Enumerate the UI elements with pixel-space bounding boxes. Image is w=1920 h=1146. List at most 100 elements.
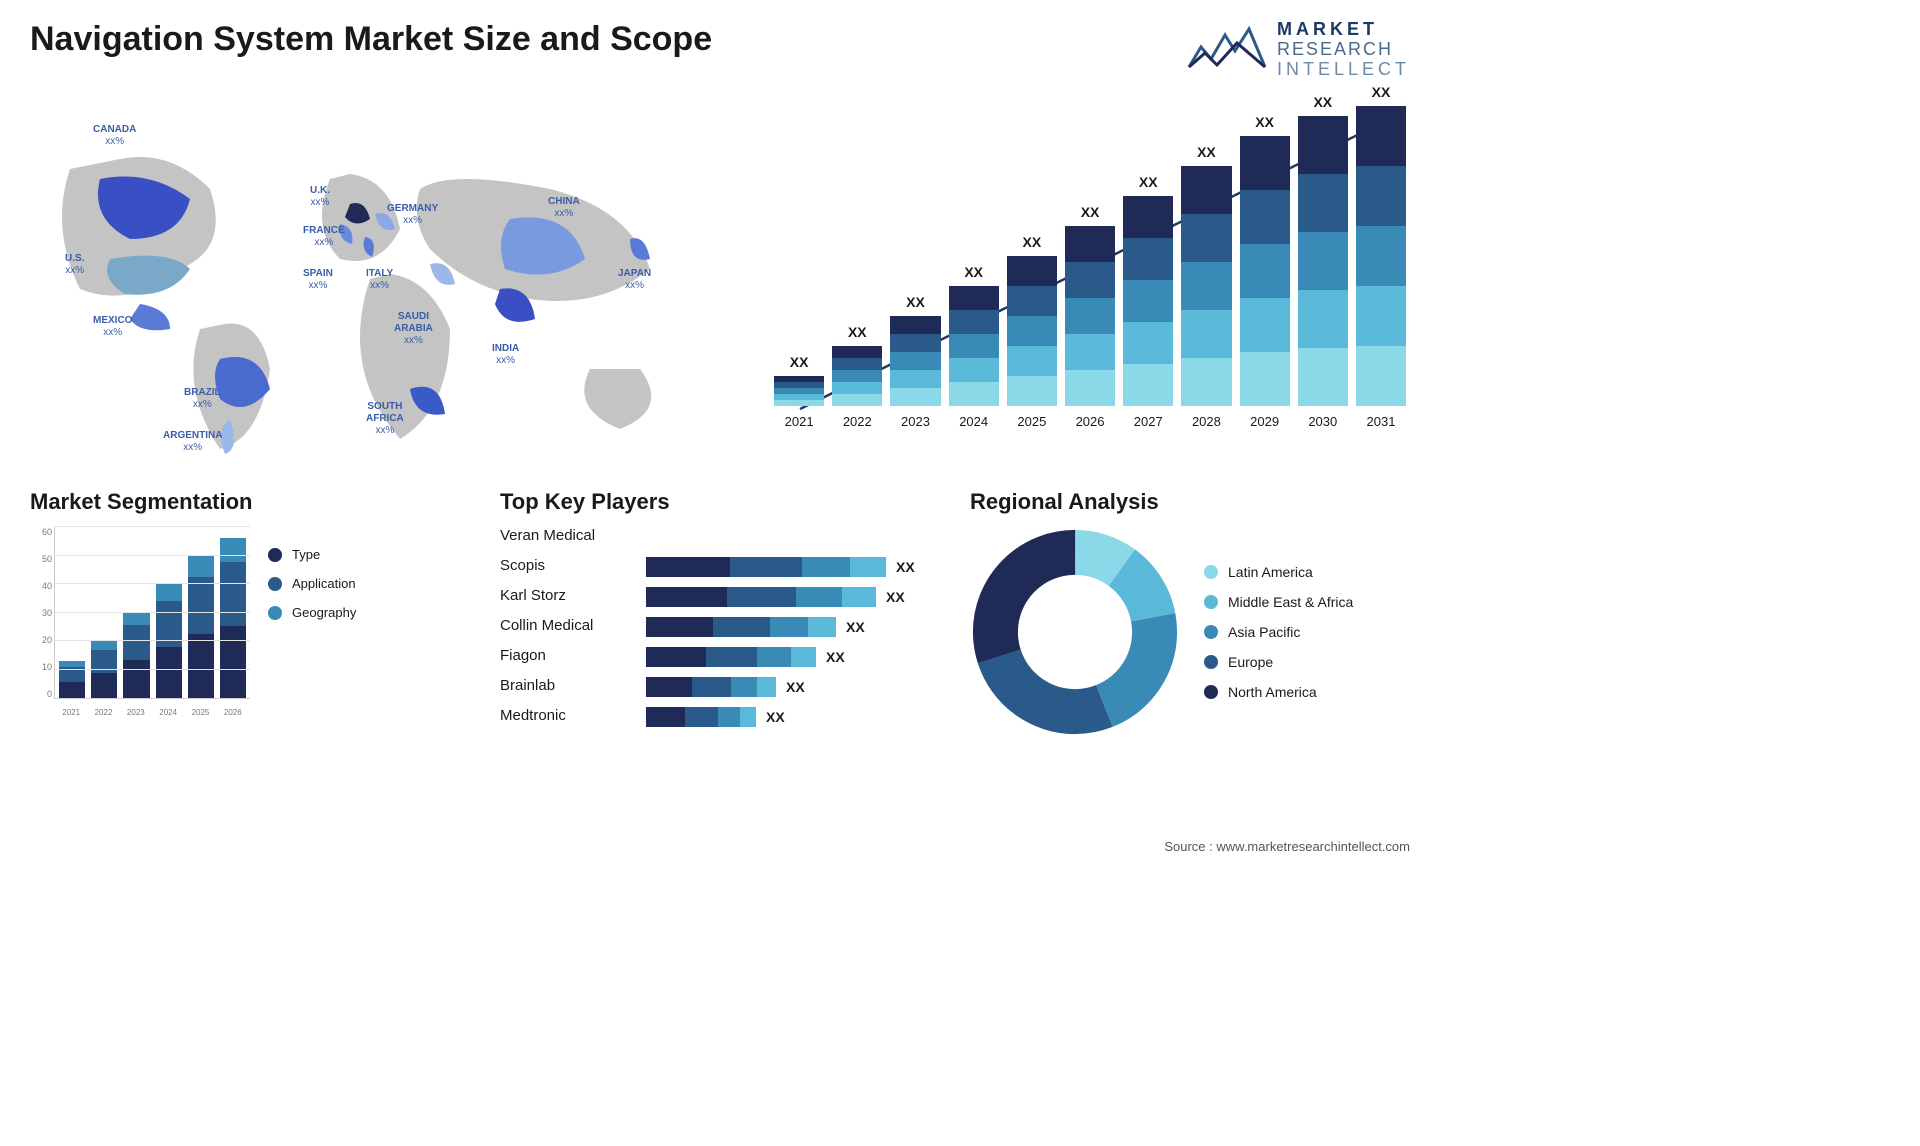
brand-line-1: MARKET [1277, 20, 1410, 40]
page-title: Navigation System Market Size and Scope [30, 20, 712, 59]
forecast-year-label: 2023 [901, 414, 930, 429]
seg-legend-item: Application [268, 576, 356, 591]
map-label-mexico: MEXICOxx% [93, 315, 132, 339]
forecast-col-2027: XX 2027 [1123, 174, 1173, 429]
map-label-india: INDIAxx% [492, 343, 519, 367]
seg-legend-item: Type [268, 547, 356, 562]
forecast-col-2026: XX 2026 [1065, 204, 1115, 429]
kp-bar-row: XX [646, 587, 940, 607]
forecast-year-label: 2030 [1308, 414, 1337, 429]
seg-col [59, 661, 85, 698]
forecast-year-label: 2029 [1250, 414, 1279, 429]
segmentation-title: Market Segmentation [30, 489, 470, 515]
forecast-value-label: XX [1372, 84, 1391, 100]
segmentation-panel: Market Segmentation 6050403020100 202120… [30, 489, 470, 737]
forecast-value-label: XX [1139, 174, 1158, 190]
reg-legend-item: Asia Pacific [1204, 624, 1353, 640]
forecast-value-label: XX [1023, 234, 1042, 250]
regional-donut [970, 527, 1180, 737]
forecast-value-label: XX [790, 354, 809, 370]
forecast-year-label: 2025 [1017, 414, 1046, 429]
regional-legend: Latin America Middle East & Africa Asia Pa… [1204, 564, 1353, 700]
forecast-col-2024: XX 2024 [949, 264, 999, 429]
regional-title: Regional Analysis [970, 489, 1410, 515]
map-label-south-africa: SOUTHAFRICAxx% [366, 401, 404, 437]
map-label-china: CHINAxx% [548, 196, 580, 220]
forecast-year-label: 2024 [959, 414, 988, 429]
forecast-value-label: XX [906, 294, 925, 310]
forecast-col-2031: XX 2031 [1356, 84, 1406, 429]
forecast-year-label: 2027 [1134, 414, 1163, 429]
seg-col [220, 538, 246, 699]
map-label-japan: JAPANxx% [618, 268, 651, 292]
seg-col [123, 612, 149, 698]
kp-bar-row: XX [646, 557, 940, 577]
kp-value-label: XX [846, 619, 865, 635]
brand-logo: MARKET RESEARCH INTELLECT [1187, 20, 1410, 79]
keyplayers-labels: Veran Medical Scopis Karl Storz Collin Medi… [500, 527, 630, 727]
kp-label: Collin Medical [500, 617, 630, 637]
map-label-canada: CANADAxx% [93, 124, 136, 148]
forecast-value-label: XX [848, 324, 867, 340]
map-label-spain: SPAINxx% [303, 268, 333, 292]
kp-bar-row [646, 527, 940, 547]
forecast-value-label: XX [1313, 94, 1332, 110]
keyplayers-bars: XXXXXXXXXXXX [646, 527, 940, 727]
kp-bar-row: XX [646, 617, 940, 637]
kp-label: Brainlab [500, 677, 630, 697]
map-label-brazil: BRAZILxx% [184, 387, 221, 411]
kp-bar-row: XX [646, 677, 940, 697]
segmentation-chart: 6050403020100 202120222023202420252026 [30, 527, 250, 717]
segmentation-legend: Type Application Geography [268, 527, 356, 717]
kp-label: Karl Storz [500, 587, 630, 607]
keyplayers-panel: Top Key Players Veran Medical Scopis Karl … [500, 489, 940, 737]
forecast-value-label: XX [1197, 144, 1216, 160]
forecast-col-2021: XX 2021 [774, 354, 824, 429]
forecast-year-label: 2031 [1367, 414, 1396, 429]
kp-value-label: XX [886, 589, 905, 605]
kp-bar-row: XX [646, 707, 940, 727]
forecast-value-label: XX [1081, 204, 1100, 220]
brand-line-3: INTELLECT [1277, 60, 1410, 80]
map-label-u-s-: U.S.xx% [65, 253, 84, 277]
forecast-col-2029: XX 2029 [1240, 114, 1290, 429]
kp-label: Scopis [500, 557, 630, 577]
forecast-col-2022: XX 2022 [832, 324, 882, 429]
reg-legend-item: Middle East & Africa [1204, 594, 1353, 610]
forecast-col-2023: XX 2023 [890, 294, 940, 429]
world-map-panel: CANADAxx% U.S.xx% MEXICOxx% BRAZILxx% ARGENT… [30, 109, 730, 469]
brand-icon [1187, 25, 1267, 75]
brand-line-2: RESEARCH [1277, 40, 1410, 60]
seg-col [188, 555, 214, 698]
forecast-chart: XX 2021 XX 2022 XX 2023 XX 2024 XX 2025 XX 2026 XX 20… [770, 109, 1410, 469]
forecast-value-label: XX [964, 264, 983, 280]
forecast-year-label: 2028 [1192, 414, 1221, 429]
kp-label: Fiagon [500, 647, 630, 667]
kp-bar-row: XX [646, 647, 940, 667]
map-label-saudi-arabia: SAUDIARABIAxx% [394, 311, 433, 347]
map-label-france: FRANCExx% [303, 225, 345, 249]
reg-legend-item: North America [1204, 684, 1353, 700]
forecast-year-label: 2021 [785, 414, 814, 429]
source-text: Source : www.marketresearchintellect.com [1164, 839, 1410, 854]
kp-value-label: XX [766, 709, 785, 725]
map-label-germany: GERMANYxx% [387, 203, 438, 227]
keyplayers-title: Top Key Players [500, 489, 940, 515]
regional-panel: Regional Analysis Latin America Middle Ea… [970, 489, 1410, 737]
map-label-u-k-: U.K.xx% [310, 185, 330, 209]
kp-label: Veran Medical [500, 527, 630, 547]
map-label-italy: ITALYxx% [366, 268, 393, 292]
reg-legend-item: Latin America [1204, 564, 1353, 580]
map-label-argentina: ARGENTINAxx% [163, 430, 222, 454]
forecast-value-label: XX [1255, 114, 1274, 130]
forecast-col-2028: XX 2028 [1181, 144, 1231, 429]
kp-value-label: XX [896, 559, 915, 575]
seg-legend-item: Geography [268, 605, 356, 620]
reg-legend-item: Europe [1204, 654, 1353, 670]
forecast-col-2025: XX 2025 [1007, 234, 1057, 429]
kp-value-label: XX [786, 679, 805, 695]
kp-label: Medtronic [500, 707, 630, 727]
forecast-col-2030: XX 2030 [1298, 94, 1348, 429]
forecast-year-label: 2022 [843, 414, 872, 429]
forecast-year-label: 2026 [1076, 414, 1105, 429]
